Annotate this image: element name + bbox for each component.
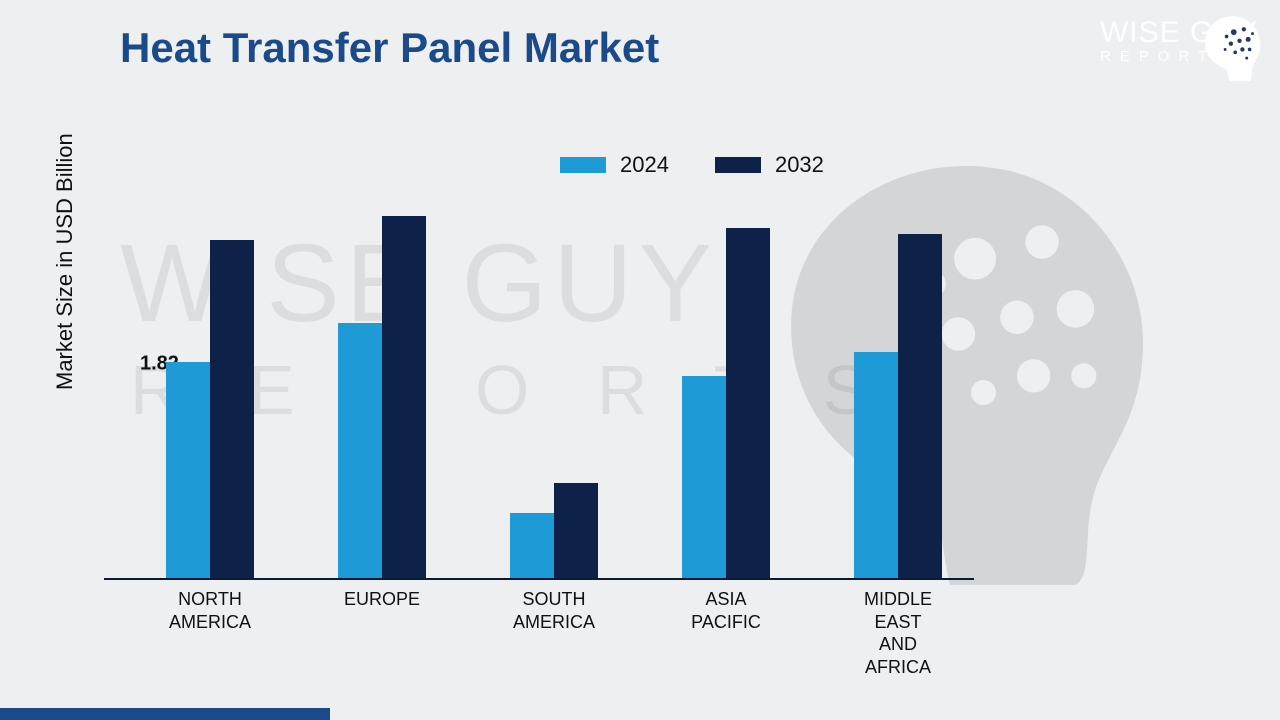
y-axis-title: Market Size in USD Billion xyxy=(52,133,78,390)
legend: 2024 2032 xyxy=(560,152,824,178)
bar xyxy=(854,352,898,578)
bar-chart: 1.82NORTH AMERICAEUROPESOUTH AMERICAASIA… xyxy=(104,200,974,580)
legend-swatch-2024 xyxy=(560,157,606,173)
bar xyxy=(338,323,382,578)
bar xyxy=(510,513,554,578)
legend-item-2032: 2032 xyxy=(715,152,824,178)
x-axis-label: EUROPE xyxy=(344,588,420,611)
bar xyxy=(554,483,598,578)
x-axis-label: NORTH AMERICA xyxy=(169,588,251,633)
bar xyxy=(726,228,770,578)
brand-head-icon xyxy=(1192,12,1264,84)
bar xyxy=(382,216,426,578)
legend-label-2032: 2032 xyxy=(775,152,824,178)
bar xyxy=(682,376,726,578)
bar xyxy=(166,362,210,578)
page-title: Heat Transfer Panel Market xyxy=(120,24,659,72)
bar xyxy=(898,234,942,578)
x-axis-label: ASIA PACIFIC xyxy=(691,588,761,633)
brand-logo: WISE GUY REPORTS xyxy=(1100,16,1258,65)
x-axis-label: MIDDLE EAST AND AFRICA xyxy=(864,588,932,678)
x-axis-label: SOUTH AMERICA xyxy=(513,588,595,633)
legend-swatch-2032 xyxy=(715,157,761,173)
stage: Heat Transfer Panel Market WISE GUY REPO… xyxy=(0,0,1280,720)
legend-label-2024: 2024 xyxy=(620,152,669,178)
bottom-accent-strip xyxy=(0,708,330,720)
legend-item-2024: 2024 xyxy=(560,152,669,178)
bar xyxy=(210,240,254,578)
logo-word-1: WISE xyxy=(1100,16,1181,49)
x-axis-baseline xyxy=(104,578,974,580)
